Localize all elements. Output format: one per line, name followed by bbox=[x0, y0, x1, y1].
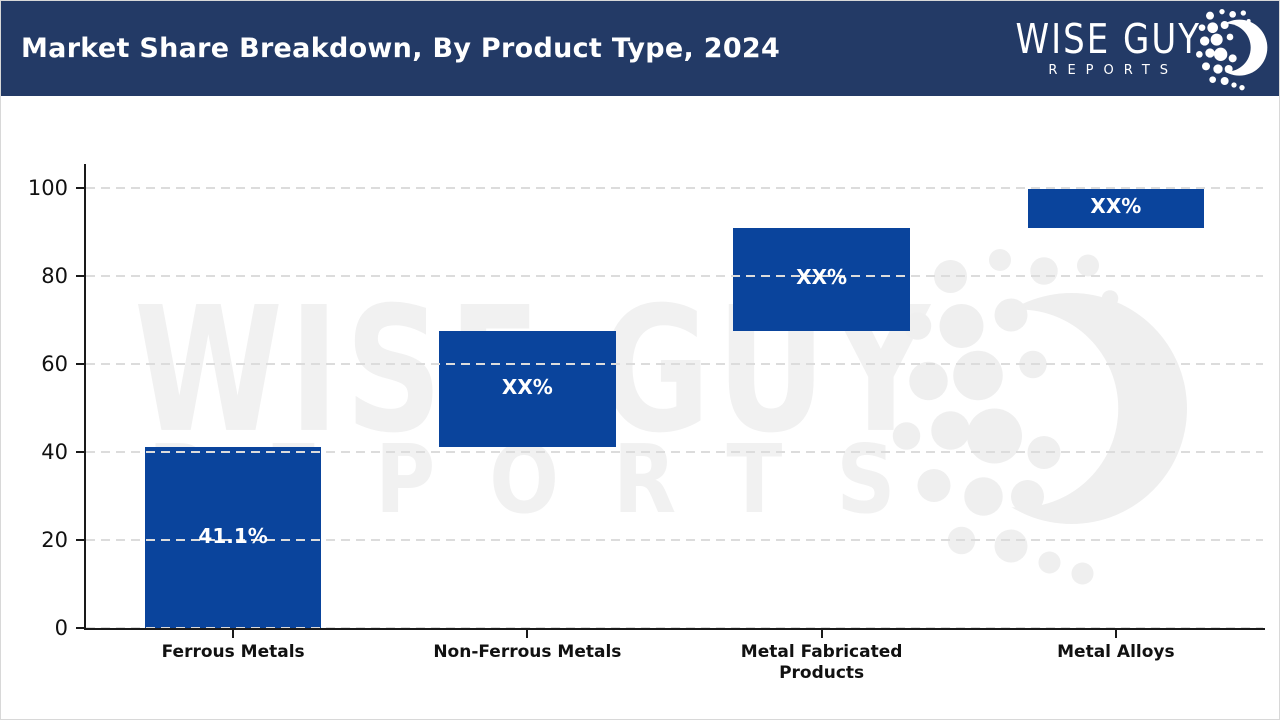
x-tick-label: Metal Fabricated Products bbox=[740, 642, 903, 683]
gridline-60 bbox=[86, 363, 1263, 365]
gridline-100 bbox=[86, 187, 1263, 189]
y-tick-label: 20 bbox=[41, 528, 68, 552]
bar-value-label: XX% bbox=[501, 375, 553, 400]
x-tick-mark bbox=[1114, 630, 1117, 638]
x-axis-spine bbox=[84, 628, 1265, 630]
y-tick-mark bbox=[76, 187, 84, 189]
bar-metal-fabricated-products bbox=[733, 227, 910, 331]
x-tick-label: Metal Alloys bbox=[1057, 642, 1175, 662]
bar-value-label: XX% bbox=[796, 265, 848, 290]
y-tick-label: 60 bbox=[41, 352, 68, 376]
bar-value-label: 41.1% bbox=[198, 523, 268, 548]
watermark-head-profile-icon bbox=[892, 249, 1187, 585]
y-tick-label: 40 bbox=[41, 440, 68, 464]
x-tick-label: Ferrous Metals bbox=[161, 642, 305, 662]
x-tick-mark bbox=[820, 630, 823, 638]
bar-non-ferrous-metals bbox=[439, 331, 616, 448]
x-tick-mark bbox=[526, 630, 529, 638]
bar-ferrous-metals bbox=[144, 447, 322, 628]
gridline-20 bbox=[86, 539, 1263, 541]
plot-area: WISE GUY REPORTS bbox=[28, 164, 1265, 683]
brand-subtitle: REPORTS bbox=[1048, 63, 1179, 78]
head-profile-icon bbox=[1196, 9, 1268, 91]
x-tick-mark bbox=[232, 630, 235, 638]
brand-logo-text: WISE GUY REPORTS bbox=[1015, 16, 1201, 78]
y-axis-spine bbox=[84, 164, 86, 630]
brand-name: WISE GUY bbox=[1015, 16, 1201, 64]
header-bar: Market Share Breakdown, By Product Type,… bbox=[1, 1, 1279, 96]
gridline-40 bbox=[86, 451, 1263, 453]
y-tick-label: 80 bbox=[41, 264, 68, 288]
y-tick-mark bbox=[76, 451, 84, 453]
bar-value-label: XX% bbox=[1090, 194, 1142, 219]
y-tick-mark bbox=[76, 627, 84, 629]
y-tick-mark bbox=[76, 275, 84, 277]
y-tick-label: 0 bbox=[54, 616, 68, 640]
gridline-80 bbox=[86, 275, 1263, 277]
brand-logo: WISE GUY REPORTS bbox=[1005, 5, 1273, 93]
y-tick-mark bbox=[76, 363, 84, 365]
bar-metal-alloys bbox=[1027, 188, 1205, 228]
y-tick-mark bbox=[76, 539, 84, 541]
x-tick-label: Non-Ferrous Metals bbox=[433, 642, 622, 662]
page-title: Market Share Breakdown, By Product Type,… bbox=[21, 33, 781, 64]
y-tick-label: 100 bbox=[27, 176, 68, 200]
